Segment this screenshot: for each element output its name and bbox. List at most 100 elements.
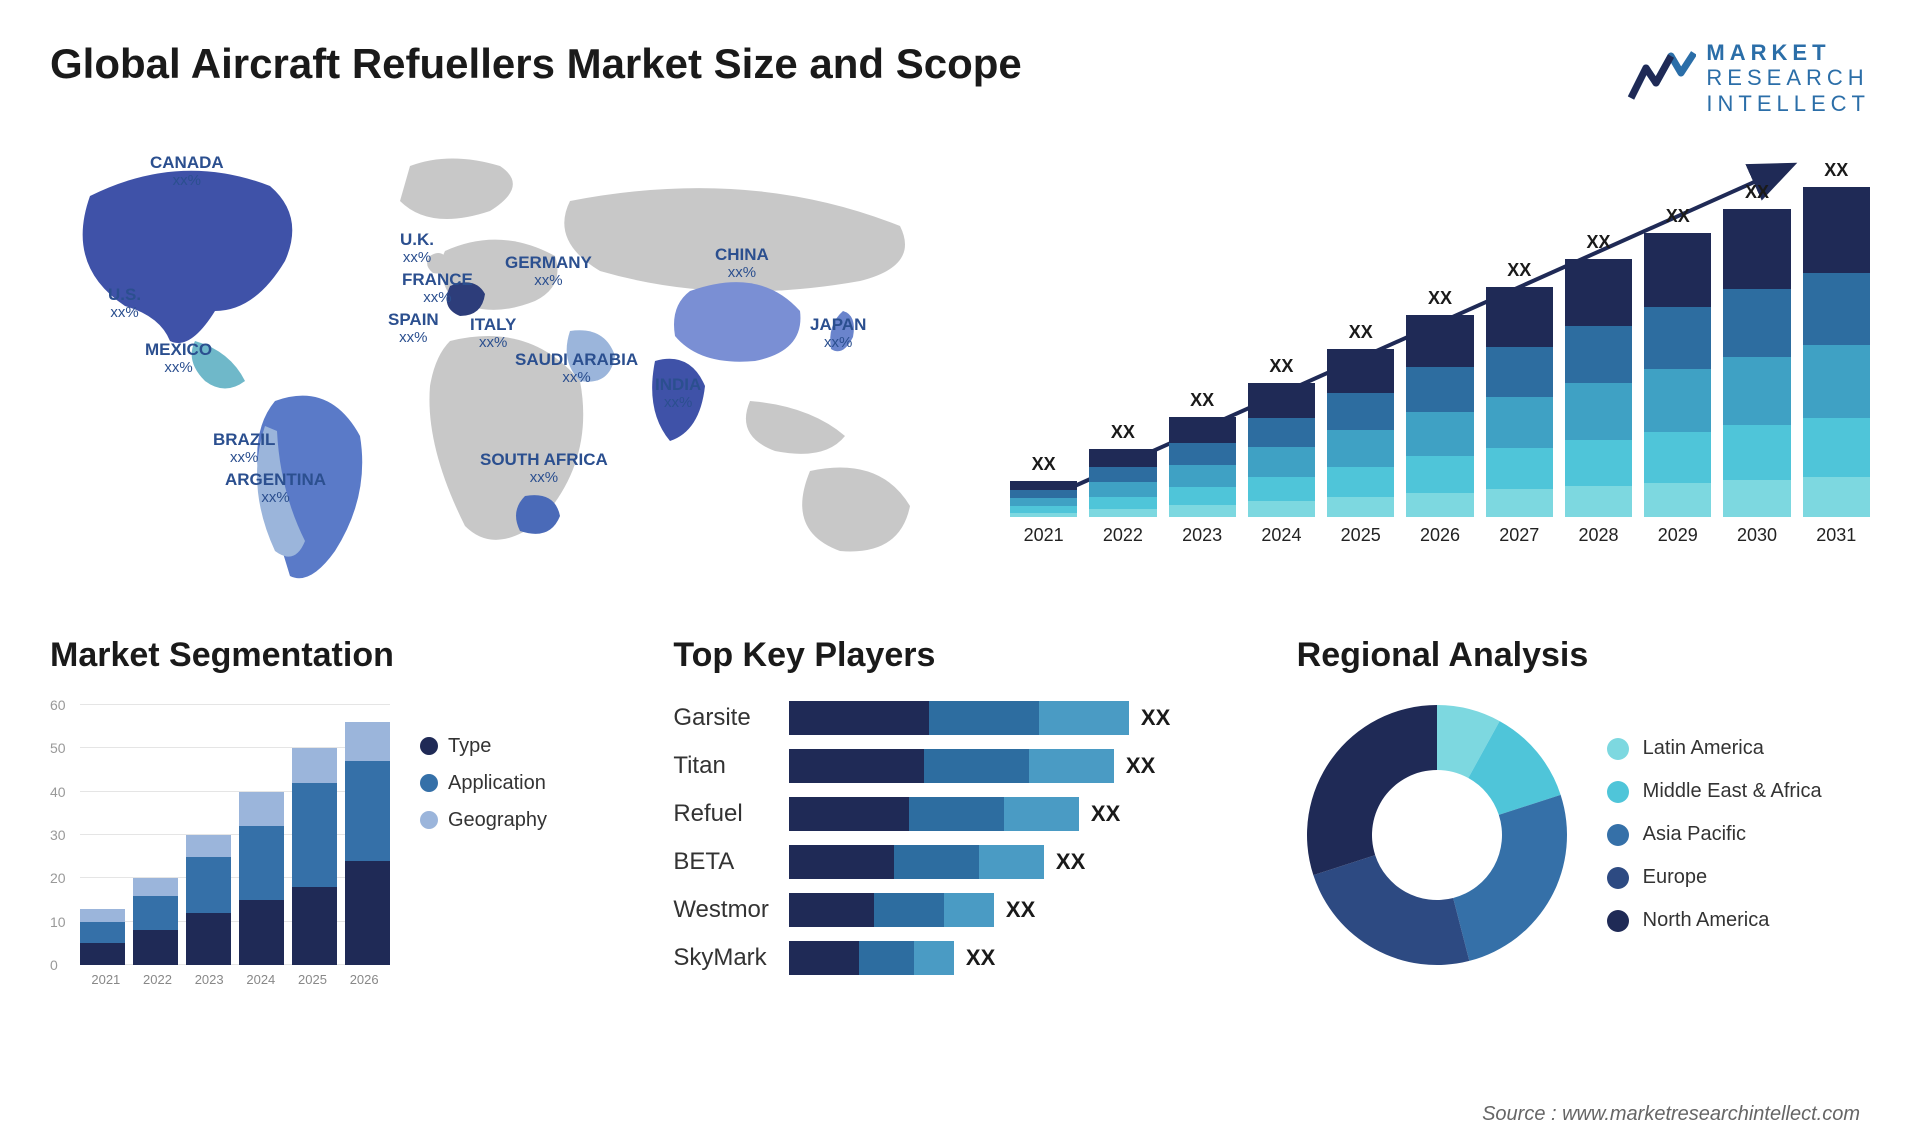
regional-legend: Latin AmericaMiddle East & AfricaAsia Pa…: [1607, 737, 1822, 932]
seg-bar-seg: [186, 835, 231, 857]
seg-bar: [80, 909, 125, 965]
legend-label: Geography: [448, 809, 547, 832]
forecast-bar-seg: [1565, 440, 1632, 486]
key-player-seg: [859, 941, 914, 975]
legend-label: North America: [1643, 909, 1770, 932]
key-players-title: Top Key Players: [673, 636, 1246, 675]
seg-bar-seg: [80, 909, 125, 922]
segmentation-panel: Market Segmentation 01020304050602021202…: [50, 636, 623, 995]
map-region: [400, 158, 513, 219]
forecast-bar-label: XX: [1111, 422, 1135, 443]
key-player-row: XX: [789, 797, 1247, 831]
logo-line1: MARKET: [1706, 40, 1870, 65]
forecast-bar-seg: [1406, 456, 1473, 492]
brand-logo: MARKET RESEARCH INTELLECT: [1626, 40, 1870, 116]
y-tick: 30: [50, 827, 66, 843]
legend-dot: [1607, 910, 1629, 932]
legend-dot: [1607, 824, 1629, 846]
forecast-bar-seg: [1089, 467, 1156, 482]
key-player-value: XX: [1056, 849, 1085, 875]
donut-slice: [1453, 795, 1567, 961]
forecast-year: 2022: [1103, 525, 1143, 546]
forecast-bar-seg: [1803, 477, 1870, 517]
map-label: FRANCExx%: [402, 271, 473, 306]
regional-title: Regional Analysis: [1297, 636, 1870, 675]
forecast-bar-seg: [1486, 287, 1553, 347]
legend-dot: [1607, 867, 1629, 889]
forecast-bar-seg: [1248, 418, 1315, 447]
key-player-value: XX: [966, 945, 995, 971]
forecast-bar-label: XX: [1190, 390, 1214, 411]
key-player-value: XX: [1141, 705, 1170, 731]
map-label: SPAINxx%: [388, 311, 439, 346]
forecast-year: 2030: [1737, 525, 1777, 546]
segmentation-title: Market Segmentation: [50, 636, 623, 675]
forecast-bar-seg: [1644, 307, 1711, 369]
y-tick: 10: [50, 914, 66, 930]
forecast-bar: XX2028: [1565, 232, 1632, 546]
seg-bar: [292, 748, 337, 965]
seg-bar: [186, 835, 231, 965]
seg-bar: [133, 878, 178, 965]
map-label: U.S.xx%: [108, 286, 141, 321]
forecast-bar: XX 2030: [1723, 182, 1790, 546]
forecast-bar-seg: [1723, 289, 1790, 357]
forecast-bar-label: XX: [1745, 182, 1769, 203]
seg-year: 2021: [91, 972, 120, 987]
forecast-bar-seg: [1248, 383, 1315, 418]
y-tick: 50: [50, 740, 66, 756]
forecast-bar: XX2023: [1169, 390, 1236, 546]
seg-bar-seg: [80, 922, 125, 944]
seg-year: 2025: [298, 972, 327, 987]
seg-bar-seg: [133, 930, 178, 965]
key-player-seg: [924, 749, 1029, 783]
map-label: SOUTH AFRICAxx%: [480, 451, 608, 486]
key-player-seg: [789, 893, 874, 927]
seg-year: 2024: [246, 972, 275, 987]
regional-donut: [1297, 695, 1577, 975]
forecast-bar-seg: [1486, 347, 1553, 398]
forecast-bar-seg: [1486, 489, 1553, 517]
forecast-bar-seg: [1565, 383, 1632, 440]
seg-bar-seg: [239, 826, 284, 900]
y-tick: 40: [50, 784, 66, 800]
forecast-bar-seg: [1248, 447, 1315, 476]
forecast-bar-label: XX: [1349, 322, 1373, 343]
forecast-bar-label: XX: [1507, 260, 1531, 281]
forecast-bar-seg: [1406, 315, 1473, 368]
forecast-bar-seg: [1327, 430, 1394, 467]
regional-panel: Regional Analysis Latin AmericaMiddle Ea…: [1297, 636, 1870, 995]
seg-year: 2023: [195, 972, 224, 987]
forecast-bar-seg: [1089, 449, 1156, 467]
forecast-bar-seg: [1327, 467, 1394, 497]
forecast-bar-seg: [1169, 487, 1236, 505]
seg-bar-seg: [292, 748, 337, 783]
key-player-name: SkyMark: [673, 941, 769, 975]
y-tick: 60: [50, 697, 66, 713]
key-player-value: XX: [1126, 753, 1155, 779]
seg-bar-seg: [239, 792, 284, 827]
legend-label: Application: [448, 772, 546, 795]
key-player-seg: [789, 941, 859, 975]
seg-bar-seg: [345, 761, 390, 861]
key-player-seg: [894, 845, 979, 879]
donut-slice: [1307, 705, 1437, 875]
forecast-bar-seg: [1248, 501, 1315, 517]
legend-dot: [420, 737, 438, 755]
key-player-row: XX: [789, 749, 1247, 783]
map-label: CANADAxx%: [150, 154, 224, 189]
forecast-bar-seg: [1406, 493, 1473, 517]
key-player-seg: [909, 797, 1004, 831]
key-player-seg: [789, 845, 894, 879]
forecast-bar: XX 2022: [1089, 422, 1156, 546]
legend-dot: [1607, 738, 1629, 760]
seg-bar-seg: [292, 887, 337, 965]
forecast-bar-seg: [1406, 412, 1473, 456]
key-players-names: GarsiteTitanRefuelBETAWestmorSkyMark: [673, 695, 769, 975]
forecast-bar-seg: [1644, 369, 1711, 431]
y-tick: 0: [50, 957, 58, 973]
map-label: ARGENTINAxx%: [225, 471, 326, 506]
forecast-bar-seg: [1089, 509, 1156, 517]
map-label: ITALYxx%: [470, 316, 516, 351]
seg-bar-seg: [345, 722, 390, 761]
